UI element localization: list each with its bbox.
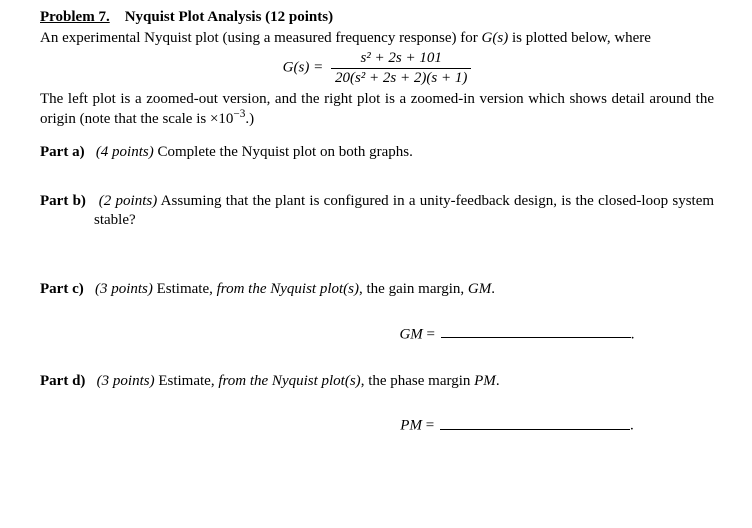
transfer-function-equation: G(s) = s² + 2s + 101 20(s² + 2s + 2)(s +… [40, 50, 714, 86]
equation-lhs: G(s) = [283, 60, 324, 76]
part-c-text-a: Estimate, [153, 281, 217, 297]
equation-fraction: s² + 2s + 101 20(s² + 2s + 2)(s + 1) [331, 50, 471, 86]
part-d-text-b: , the phase margin [361, 373, 474, 389]
intro-text-before: An experimental Nyquist plot (using a me… [40, 30, 482, 46]
gm-equals: = [423, 326, 439, 342]
part-a: Part a) (4 points) Complete the Nyquist … [40, 143, 714, 162]
gs-symbol: G(s) [482, 30, 509, 46]
part-c-em: from the Nyquist plot(s) [217, 281, 359, 297]
intro-text-after: is plotted below, where [508, 30, 651, 46]
problem-number: Problem 7. [40, 9, 110, 25]
gm-tail: . [631, 326, 635, 342]
scale-note: The left plot is a zoomed-out version, a… [40, 90, 714, 128]
part-d-points: (3 points) [97, 373, 155, 389]
scale-text-b: .) [245, 111, 254, 127]
part-c-text-c: . [491, 281, 495, 297]
part-b-points: (2 points) [99, 193, 157, 209]
part-d-text-c: . [496, 373, 500, 389]
pm-symbol: PM [400, 418, 422, 434]
equation-denominator: 20(s² + 2s + 2)(s + 1) [331, 69, 471, 87]
part-d: Part d) (3 points) Estimate, from the Ny… [40, 372, 714, 391]
equation-numerator: s² + 2s + 101 [331, 50, 471, 69]
part-c: Part c) (3 points) Estimate, from the Ny… [40, 280, 714, 299]
problem-topic: Nyquist Plot Analysis (12 points) [125, 9, 333, 25]
part-b-label: Part b) [40, 193, 86, 209]
part-c-label: Part c) [40, 281, 84, 297]
part-d-text-a: Estimate, [155, 373, 219, 389]
problem-title: Problem 7. Nyquist Plot Analysis (12 poi… [40, 8, 714, 27]
part-a-points: (4 points) [96, 144, 154, 160]
gm-blank [441, 324, 631, 339]
part-d-em: from the Nyquist plot(s) [218, 373, 360, 389]
part-b: Part b) (2 points) Assuming that the pla… [40, 192, 714, 230]
part-b-text: Assuming that the plant is configured in… [94, 193, 714, 228]
scale-text-a: The left plot is a zoomed-out version, a… [40, 91, 714, 126]
part-d-label: Part d) [40, 373, 85, 389]
pm-equals: = [422, 418, 438, 434]
part-c-points: (3 points) [95, 281, 153, 297]
pm-blank [440, 415, 630, 430]
intro-paragraph: An experimental Nyquist plot (using a me… [40, 29, 714, 48]
problem-page: Problem 7. Nyquist Plot Analysis (12 poi… [0, 0, 752, 472]
pm-answer-line: PM = . [40, 415, 714, 436]
gm-answer-line: GM = . [40, 324, 714, 345]
gm-symbol-inline: GM [468, 281, 491, 297]
scale-exponent: −3 [233, 108, 245, 120]
pm-symbol-inline: PM [474, 373, 496, 389]
pm-tail: . [630, 418, 634, 434]
gm-symbol: GM [399, 326, 422, 342]
part-a-label: Part a) [40, 144, 85, 160]
part-a-text: Complete the Nyquist plot on both graphs… [154, 144, 413, 160]
part-c-text-b: , the gain margin, [359, 281, 468, 297]
